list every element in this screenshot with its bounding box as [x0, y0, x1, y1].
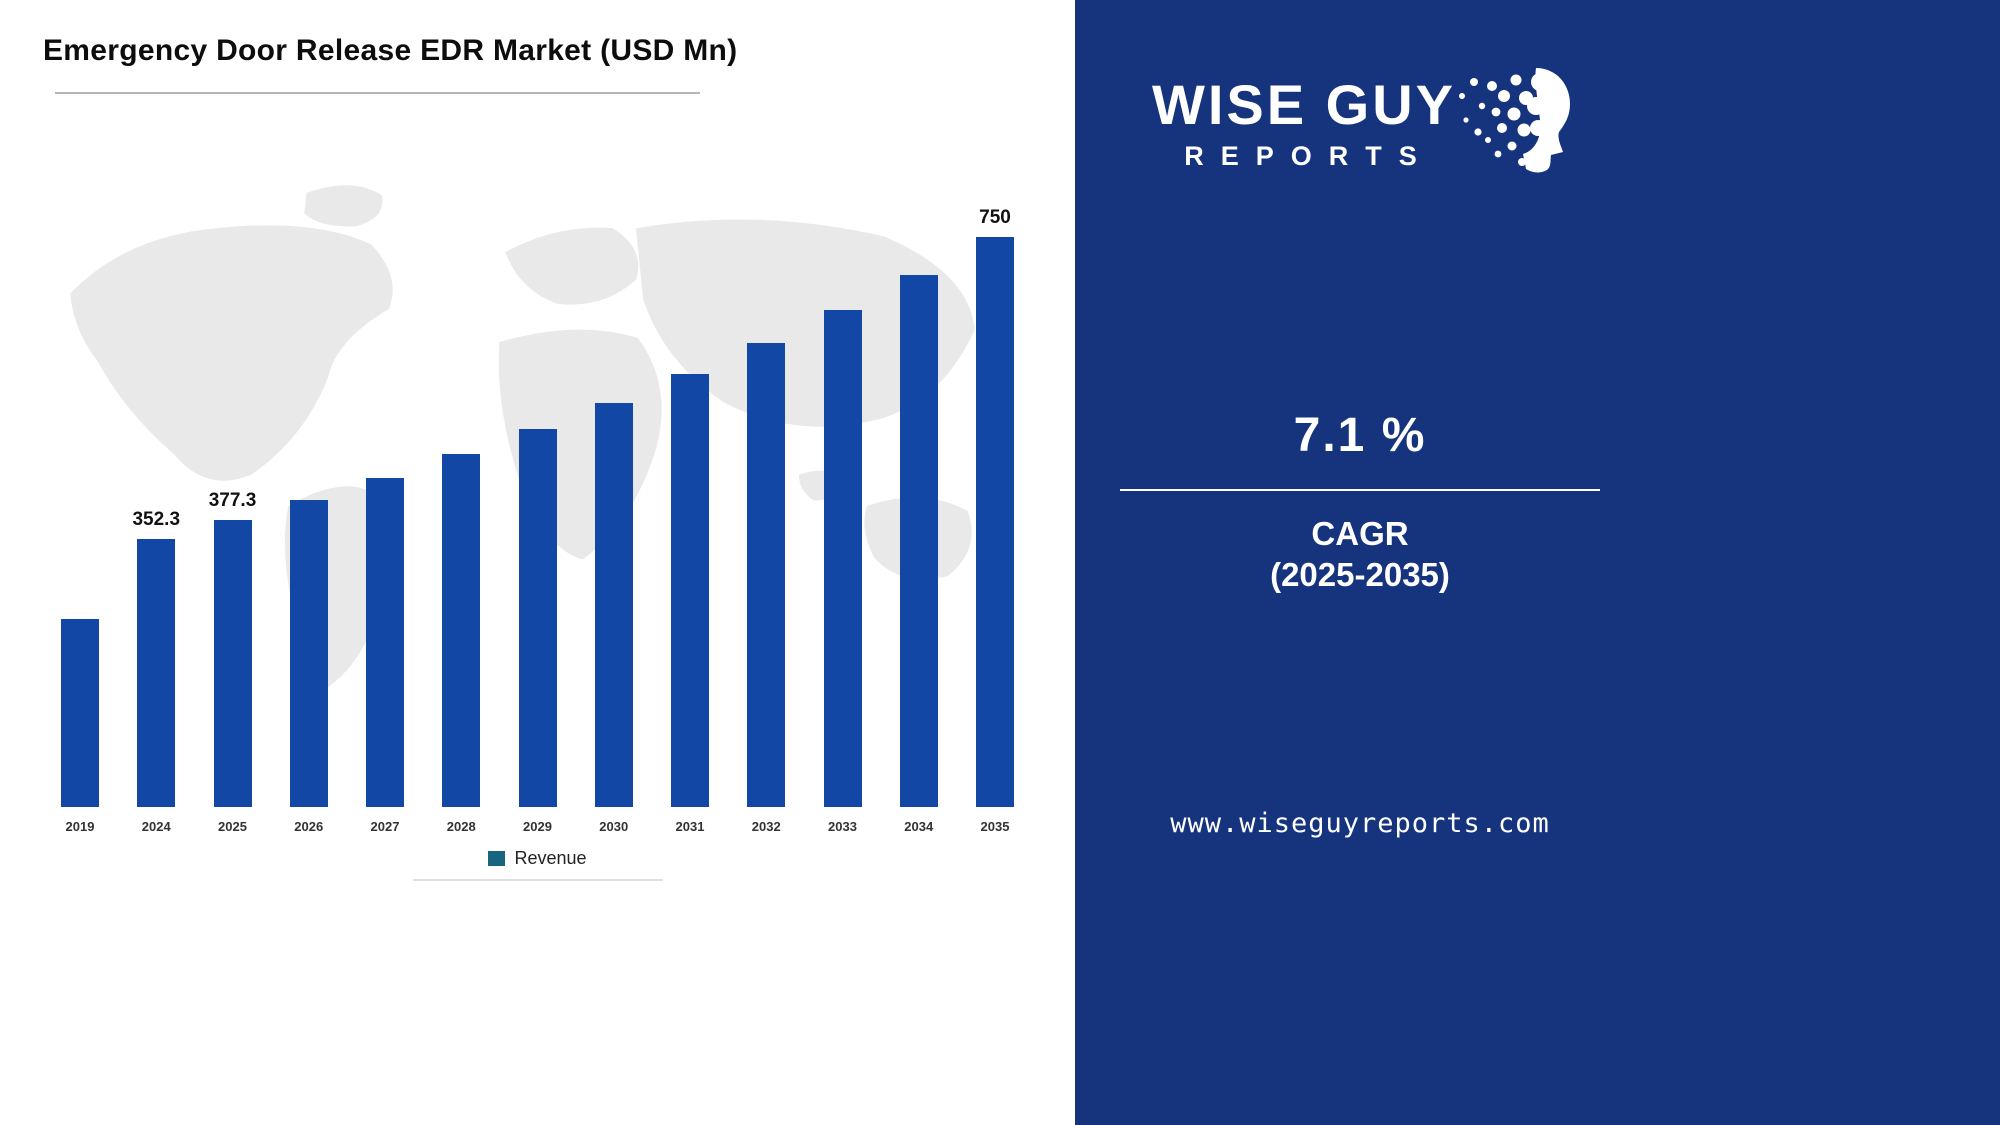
world-map-background: [70, 185, 975, 688]
chart-pane: Emergency Door Release EDR Market (USD M…: [35, 34, 1040, 881]
bar-column: 2032: [733, 313, 799, 834]
revenue-bar: [442, 454, 481, 807]
x-axis-label: 2026: [294, 819, 324, 834]
bar-column: 2029: [505, 399, 571, 834]
chart-legend: Revenue: [412, 848, 663, 881]
title-underline: [55, 92, 700, 94]
x-axis-label: 2034: [904, 819, 934, 834]
logo-subtitle: REPORTS: [1184, 141, 1434, 171]
bar-value-label: 352.3: [132, 509, 181, 530]
logo-wordmark: WISE GUY: [1151, 73, 1457, 136]
revenue-bar: [289, 500, 328, 807]
revenue-bar: [61, 619, 99, 807]
bar-column: 2019: [47, 589, 113, 834]
cagr-range: (2025-2035): [1270, 556, 1450, 594]
revenue-bar: [518, 429, 557, 807]
bar-chart: 2019 352.3 2024 377.3 2025 2026 2027 2028 2029 20…: [35, 134, 1040, 834]
website-link[interactable]: www.wiseguyreports.com: [1170, 808, 1550, 839]
bar-column: 2026: [276, 470, 342, 834]
bars: 2019 352.3 2024 377.3 2025 2026 2027 2028 2029 20…: [47, 207, 1028, 834]
x-axis-label: 2019: [65, 819, 95, 834]
revenue-bar: [671, 374, 709, 807]
revenue-bar: [594, 403, 633, 807]
bar-column: 2034: [886, 245, 952, 834]
cagr-block: 7.1 % CAGR (2025-2035): [1120, 408, 1600, 596]
bar-value-label: 377.3: [208, 490, 257, 511]
x-axis-label: 2028: [446, 819, 476, 834]
chart-title: Emergency Door Release EDR Market (USD M…: [43, 34, 738, 67]
x-axis-label: 2032: [751, 819, 781, 834]
bar-column: 377.3 2025: [200, 490, 266, 834]
brand-panel: WISE GUY REPORTS 7.1 % CAGR (2025-2035) …: [1075, 0, 2000, 1125]
x-axis-label: 2030: [599, 819, 629, 834]
revenue-bar: [823, 310, 862, 807]
bar-column: 2033: [810, 280, 876, 834]
x-axis-label: 2031: [675, 819, 705, 834]
bar-column: 2028: [428, 424, 494, 834]
bar-column: 2030: [581, 373, 647, 834]
revenue-bar: [213, 520, 252, 807]
logo-text: WISE GUY REPORTS: [1152, 77, 1456, 172]
revenue-bar: [366, 478, 404, 807]
cagr-divider: [1120, 489, 1600, 491]
bar-column: 750 2035: [962, 207, 1028, 834]
x-axis-label: 2029: [523, 819, 552, 834]
legend-label: Revenue: [514, 848, 587, 868]
revenue-bar: [747, 343, 786, 807]
cagr-label: CAGR: [1311, 515, 1409, 552]
bar-column: 352.3 2024: [123, 509, 189, 834]
revenue-bar: [137, 539, 176, 807]
wise-guy-reports-logo: WISE GUY REPORTS: [1115, 62, 1615, 187]
x-axis-label: 2025: [218, 819, 247, 834]
x-axis-label: 2024: [141, 819, 171, 834]
revenue-bar: [899, 275, 938, 807]
bar-column: 2027: [352, 448, 418, 834]
cagr-value: 7.1 %: [1293, 409, 1427, 462]
dotted-head-icon: [1459, 68, 1571, 173]
revenue-bar: [976, 237, 1014, 807]
legend-swatch: [488, 851, 506, 866]
bar-column: 2031: [657, 344, 723, 834]
x-axis-label: 2035: [980, 819, 1010, 834]
x-axis-label: 2033: [828, 819, 857, 834]
bar-value-label: 750: [979, 207, 1011, 228]
x-axis-label: 2027: [370, 819, 400, 834]
